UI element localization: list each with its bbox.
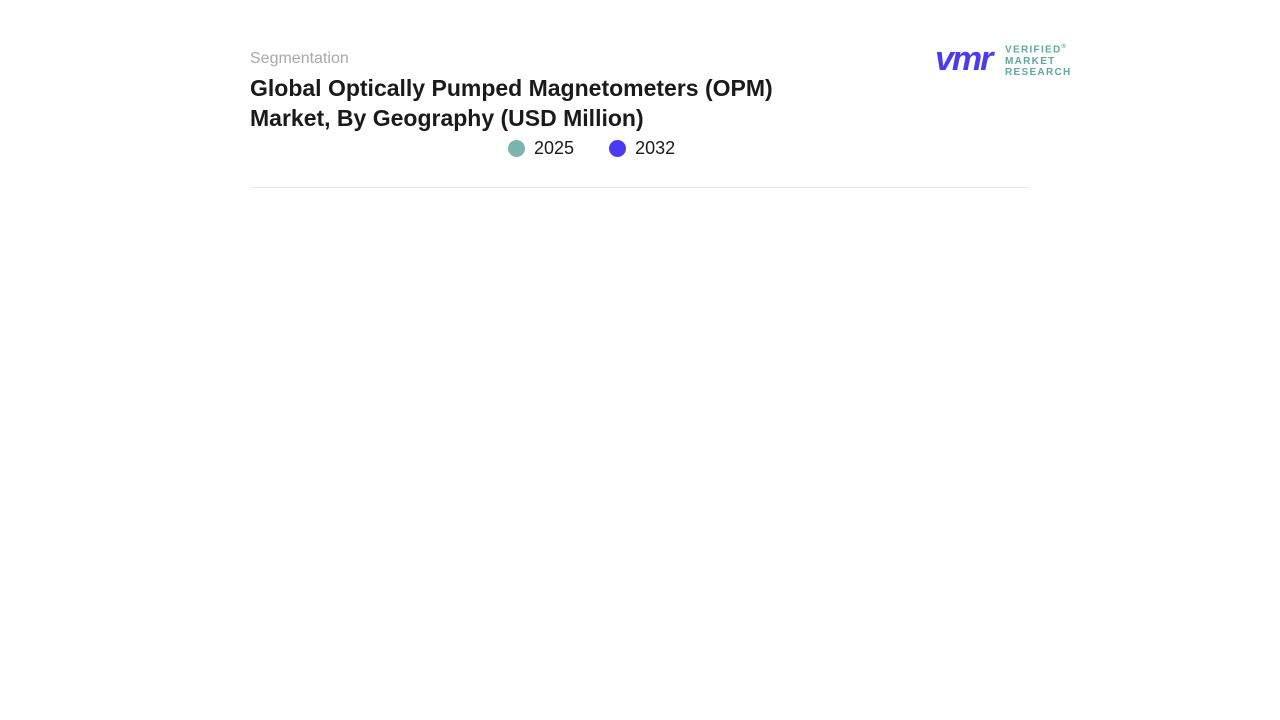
svg-text:vmr: vmr (935, 40, 995, 76)
